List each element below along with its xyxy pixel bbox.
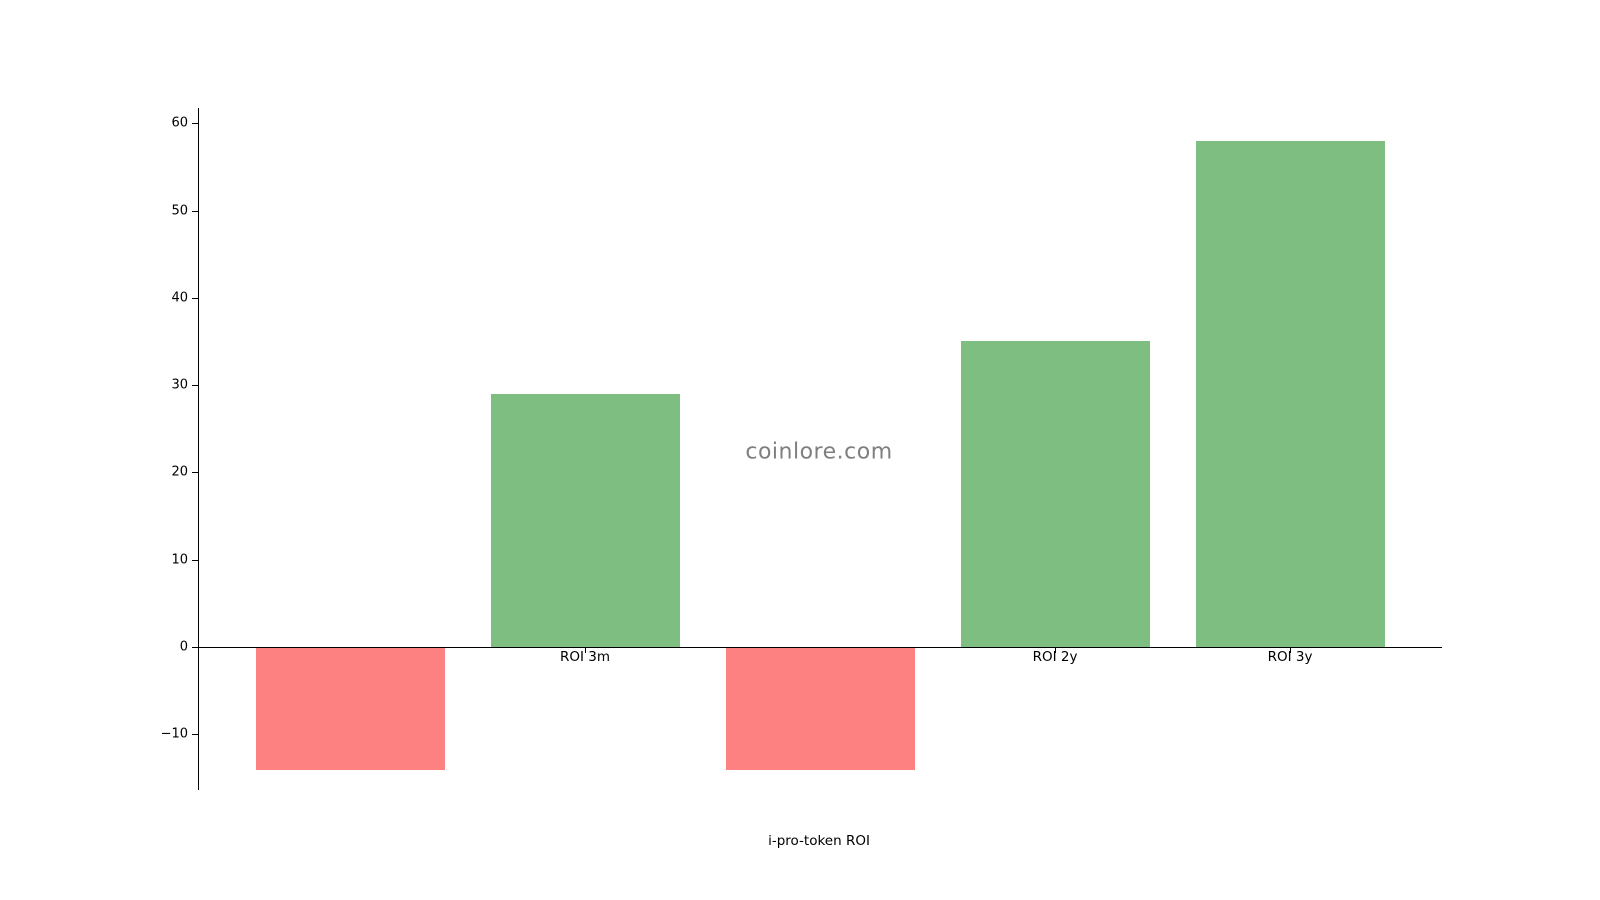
bar-roi-2y bbox=[960, 341, 1150, 647]
bar-unlabeled-2 bbox=[725, 648, 915, 771]
x-tick-mark bbox=[585, 647, 586, 653]
bar-unlabeled-0 bbox=[255, 648, 445, 771]
bar-roi-3m bbox=[490, 393, 680, 647]
y-tick-label: 20 bbox=[171, 464, 188, 480]
y-tick-mark bbox=[192, 210, 198, 212]
y-tick-mark bbox=[192, 647, 198, 648]
y-tick-label: 0 bbox=[179, 639, 188, 655]
watermark: coinlore.com bbox=[745, 439, 893, 465]
x-tick-label: ROI 3y bbox=[1267, 649, 1313, 665]
y-tick-label: 60 bbox=[171, 115, 188, 131]
chart-title: i-pro-token ROI bbox=[768, 833, 870, 849]
y-tick-mark bbox=[192, 123, 198, 125]
y-axis-line bbox=[198, 108, 199, 790]
x-tick-label: ROI 2y bbox=[1032, 649, 1078, 665]
y-tick-label: 10 bbox=[171, 552, 188, 568]
y-tick-mark bbox=[192, 734, 198, 736]
y-tick-label: −10 bbox=[160, 726, 188, 742]
x-axis-line bbox=[198, 647, 1442, 648]
y-tick-mark bbox=[192, 385, 198, 387]
y-tick-label: 30 bbox=[171, 377, 188, 393]
bar-roi-3y bbox=[1195, 140, 1385, 647]
y-tick-mark bbox=[192, 559, 198, 561]
y-tick-mark bbox=[192, 297, 198, 299]
x-tick-mark bbox=[1055, 647, 1056, 653]
y-tick-mark bbox=[192, 472, 198, 474]
x-tick-mark bbox=[1290, 647, 1291, 653]
y-tick-label: 50 bbox=[171, 203, 188, 218]
y-tick-label: 40 bbox=[171, 290, 188, 306]
x-tick-label: ROI 3m bbox=[559, 649, 611, 665]
